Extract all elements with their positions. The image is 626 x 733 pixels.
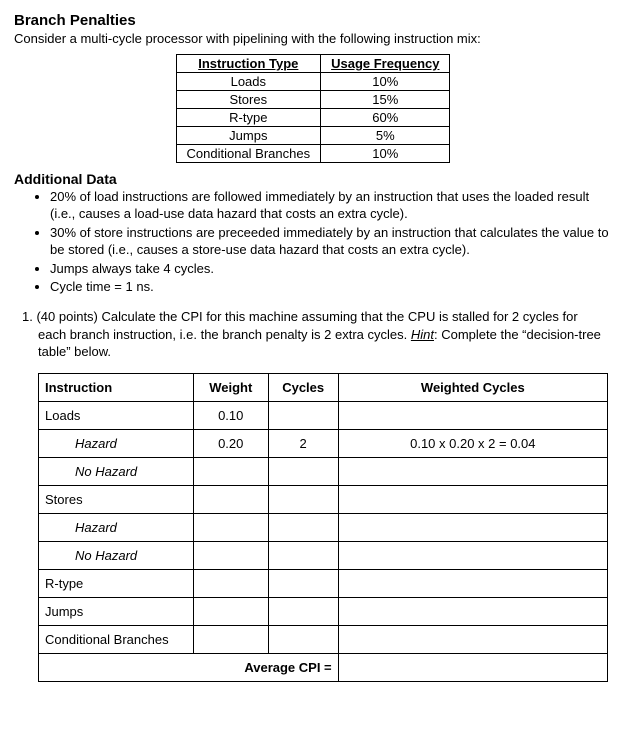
dt-cycles-cell [268, 625, 338, 653]
dt-weighted-cell [338, 485, 607, 513]
dt-weight-cell: 0.20 [193, 429, 268, 457]
table-row: Hazard [39, 513, 608, 541]
dt-weighted-cell [338, 513, 607, 541]
instr-type-cell: R-type [176, 109, 321, 127]
dt-weighted-cell [338, 457, 607, 485]
dt-cycles-cell [268, 541, 338, 569]
table-row: Jumps [39, 597, 608, 625]
dt-instruction-cell: Hazard [39, 429, 194, 457]
dt-instruction-cell: Conditional Branches [39, 625, 194, 653]
dt-weight-cell [193, 541, 268, 569]
dt-cycles-cell [268, 513, 338, 541]
table-row: Conditional Branches [39, 625, 608, 653]
dt-header-instruction: Instruction [39, 373, 194, 401]
question-number: 1. [22, 309, 33, 324]
dt-cycles-cell [268, 401, 338, 429]
table-row: Loads10% [176, 73, 450, 91]
list-item: 20% of load instructions are followed im… [50, 189, 612, 223]
dt-weight-cell [193, 597, 268, 625]
table-row: No Hazard [39, 541, 608, 569]
dt-cycles-cell [268, 457, 338, 485]
dt-header-weighted: Weighted Cycles [338, 373, 607, 401]
dt-weight-cell [193, 457, 268, 485]
additional-data-header: Additional Data [14, 171, 612, 187]
dt-cycles-cell [268, 597, 338, 625]
dt-instruction-cell: Loads [39, 401, 194, 429]
table-row: Jumps5% [176, 127, 450, 145]
additional-data-list: 20% of load instructions are followed im… [14, 189, 612, 296]
dt-header-cycles: Cycles [268, 373, 338, 401]
instr-header-type: Instruction Type [176, 55, 321, 73]
dt-weighted-cell [338, 597, 607, 625]
table-row: Stores15% [176, 91, 450, 109]
dt-header-weight: Weight [193, 373, 268, 401]
instr-freq-cell: 10% [321, 145, 450, 163]
instr-type-cell: Conditional Branches [176, 145, 321, 163]
dt-instruction-cell: Jumps [39, 597, 194, 625]
table-row: R-type [39, 569, 608, 597]
table-row: Hazard0.2020.10 x 0.20 x 2 = 0.04 [39, 429, 608, 457]
instr-type-cell: Stores [176, 91, 321, 109]
dt-instruction-cell: No Hazard [39, 457, 194, 485]
list-item: Cycle time = 1 ns. [50, 279, 612, 296]
dt-instruction-cell: No Hazard [39, 541, 194, 569]
list-item: Jumps always take 4 cycles. [50, 261, 612, 278]
dt-instruction-cell: Hazard [39, 513, 194, 541]
dt-weight-cell [193, 513, 268, 541]
hint-label: Hint [411, 327, 434, 342]
question-1: 1. (40 points) Calculate the CPI for thi… [18, 308, 608, 361]
dt-weight-cell [193, 625, 268, 653]
dt-weight-cell [193, 569, 268, 597]
decision-tree-table: Instruction Weight Cycles Weighted Cycle… [38, 373, 608, 682]
average-cpi-value [338, 653, 607, 681]
table-row: R-type60% [176, 109, 450, 127]
dt-weighted-cell: 0.10 x 0.20 x 2 = 0.04 [338, 429, 607, 457]
average-cpi-label: Average CPI = [39, 653, 339, 681]
table-row: Loads0.10 [39, 401, 608, 429]
dt-weighted-cell [338, 625, 607, 653]
instr-type-cell: Jumps [176, 127, 321, 145]
instr-freq-cell: 60% [321, 109, 450, 127]
instr-freq-cell: 15% [321, 91, 450, 109]
page-title: Branch Penalties [14, 12, 612, 29]
dt-cycles-cell: 2 [268, 429, 338, 457]
table-row: Conditional Branches10% [176, 145, 450, 163]
intro-text: Consider a multi-cycle processor with pi… [14, 31, 612, 46]
instruction-mix-table: Instruction Type Usage Frequency Loads10… [176, 54, 451, 163]
dt-weight-cell [193, 485, 268, 513]
instr-freq-cell: 5% [321, 127, 450, 145]
table-row: Stores [39, 485, 608, 513]
dt-instruction-cell: Stores [39, 485, 194, 513]
dt-weighted-cell [338, 401, 607, 429]
instr-type-cell: Loads [176, 73, 321, 91]
list-item: 30% of store instructions are preceeded … [50, 225, 612, 259]
table-row: No Hazard [39, 457, 608, 485]
dt-instruction-cell: R-type [39, 569, 194, 597]
dt-weighted-cell [338, 569, 607, 597]
dt-cycles-cell [268, 569, 338, 597]
question-points: (40 points) [36, 309, 97, 324]
instr-freq-cell: 10% [321, 73, 450, 91]
dt-cycles-cell [268, 485, 338, 513]
instr-header-freq: Usage Frequency [321, 55, 450, 73]
dt-weight-cell: 0.10 [193, 401, 268, 429]
dt-weighted-cell [338, 541, 607, 569]
